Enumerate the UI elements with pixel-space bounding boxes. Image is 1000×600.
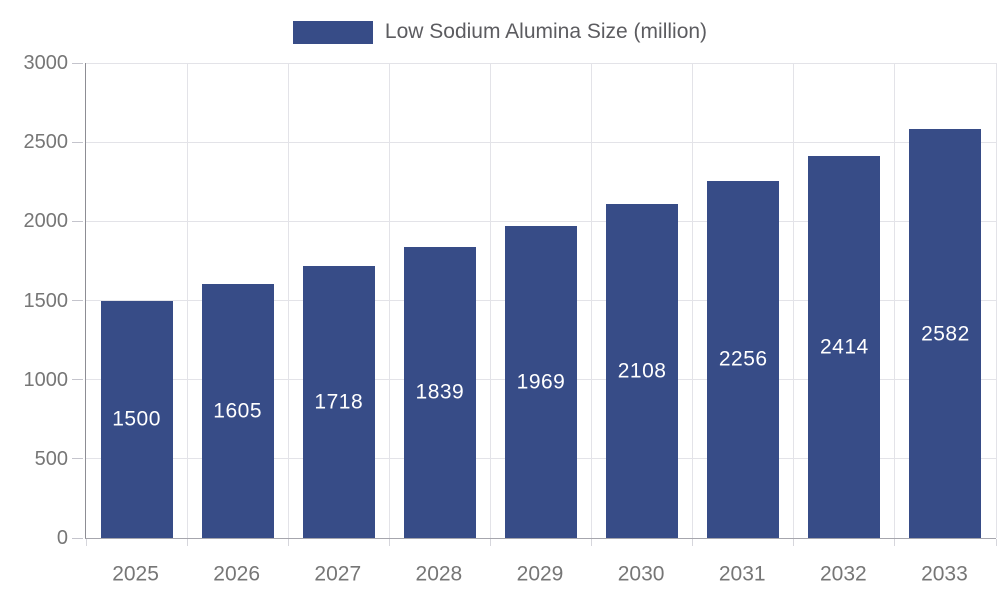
y-axis-tick (72, 300, 83, 301)
v-gridline (186, 63, 188, 538)
y-tick-label: 2500 (23, 131, 69, 154)
v-gridline (591, 63, 593, 538)
bar-value-label: 1839 (415, 380, 465, 404)
y-axis-tick (72, 379, 83, 381)
h-gridline (86, 141, 996, 143)
x-tick-label: 2026 (213, 562, 261, 586)
bar-2031: 2256 (707, 180, 780, 538)
y-axis-tick (72, 141, 83, 143)
y-axis-tick (72, 458, 83, 460)
bar-2025: 1500 (100, 300, 173, 538)
bar-value-label: 1500 (112, 407, 161, 431)
bar-2032: 2414 (808, 155, 881, 538)
x-axis-tick (591, 539, 593, 546)
x-axis-tick (995, 539, 997, 546)
y-axis-tick (72, 220, 83, 222)
v-gridline (388, 63, 390, 538)
y-axis-tick (72, 537, 83, 539)
bar-value-label: 2256 (718, 347, 768, 371)
v-gridline (793, 63, 795, 538)
y-tick-label: 1500 (23, 289, 69, 312)
bar-2028: 1839 (403, 246, 476, 538)
bar-2026: 1605 (201, 283, 274, 538)
y-tick-label: 2000 (23, 210, 69, 233)
y-tick-label: 500 (34, 447, 68, 470)
x-tick-label: 2028 (415, 562, 463, 586)
y-tick-label: 1000 (23, 368, 69, 391)
x-axis-tick (489, 539, 491, 546)
legend-swatch-icon (292, 20, 373, 44)
legend[interactable]: Low Sodium Alumina Size (million) (0, 19, 1000, 45)
bar-value-label: 1969 (516, 370, 566, 394)
bar-2029: 1969 (505, 226, 577, 538)
legend-label: Low Sodium Alumina Size (million) (384, 20, 708, 43)
y-axis-tick (72, 62, 83, 64)
x-axis-tick (793, 539, 795, 546)
bar-2030: 2108 (606, 204, 679, 538)
v-gridline (894, 63, 896, 538)
x-tick-label: 2029 (516, 562, 564, 586)
h-gridline (86, 62, 996, 64)
x-tick-label: 2033 (921, 562, 968, 586)
x-axis-tick (894, 539, 896, 546)
bar-value-label: 1718 (314, 390, 364, 414)
h-gridline (86, 220, 996, 222)
x-tick-label: 2032 (819, 562, 867, 586)
bar-value-label: 2414 (819, 335, 869, 359)
bar-value-label: 1605 (213, 399, 263, 423)
x-tick-label: 2031 (718, 562, 766, 586)
v-gridline (995, 63, 997, 538)
y-tick-label: 0 (56, 527, 68, 549)
x-axis-tick (287, 539, 289, 546)
bar-2033: 2582 (909, 129, 982, 538)
x-axis-tick (85, 539, 87, 546)
plot-area: 1500 1605 1718 1839 1969 2108 2256 2414 2582 (72, 62, 997, 546)
v-gridline (489, 63, 491, 538)
x-axis-tick (186, 539, 188, 546)
y-tick-label: 3000 (23, 52, 69, 74)
v-gridline (287, 63, 289, 538)
bar-value-label: 2108 (617, 359, 667, 383)
x-tick-label: 2025 (112, 562, 159, 586)
x-axis-tick (692, 539, 694, 546)
bar-2027: 1718 (302, 265, 375, 538)
bar-value-label: 2582 (921, 322, 970, 346)
x-tick-label: 2027 (314, 562, 362, 586)
x-tick-label: 2030 (617, 562, 665, 586)
x-axis-tick (388, 539, 390, 546)
v-gridline (692, 63, 694, 538)
